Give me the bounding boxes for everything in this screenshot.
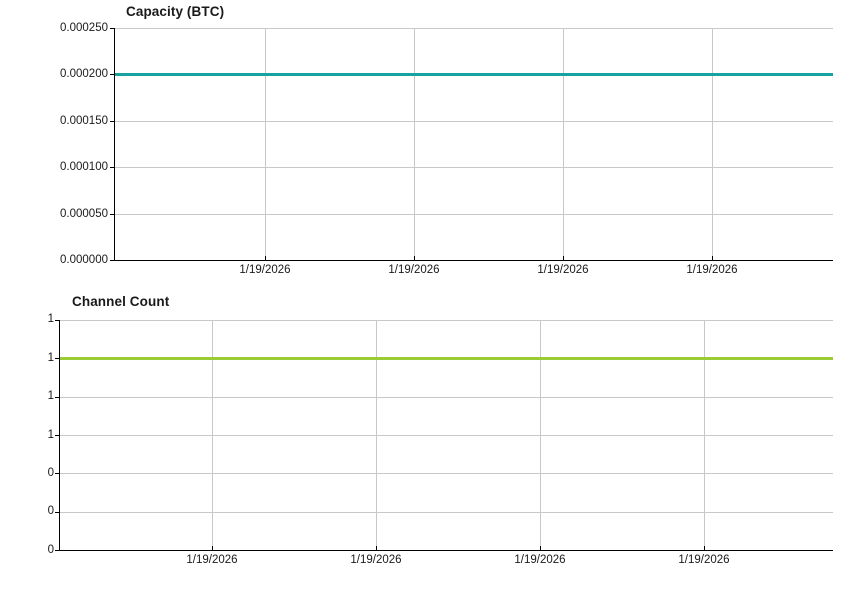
capacity-chart-title: Capacity (BTC) [126, 4, 225, 19]
channel-count-gridline-h [60, 320, 833, 321]
capacity-y-tick [110, 167, 115, 168]
channel-count-gridline-h [60, 512, 833, 513]
capacity-y-tick [110, 74, 115, 75]
channel-count-x-tick [704, 546, 705, 551]
channel-count-x-tick-label: 1/19/2026 [186, 554, 238, 566]
capacity-gridline-h [115, 28, 833, 29]
channel-count-y-tick-label: 1 [47, 390, 54, 402]
channel-count-gridline-h [60, 473, 833, 474]
capacity-y-tick [110, 214, 115, 215]
channel-count-y-tick [55, 473, 60, 474]
channel-count-y-tick-label: 1 [47, 313, 54, 325]
channel-count-y-tick [55, 358, 60, 359]
capacity-x-tick [712, 256, 713, 261]
capacity-x-axis-line [114, 260, 833, 261]
capacity-y-tick-label: 0.000050 [60, 208, 108, 220]
channel-count-y-tick-label: 1 [47, 352, 54, 364]
channel-count-x-tick-label: 1/19/2026 [678, 554, 730, 566]
capacity-y-tick-label: 0.000150 [60, 115, 108, 127]
channel-count-gridline-v [540, 320, 541, 550]
channel-count-gridline-h [60, 397, 833, 398]
capacity-gridline-v [265, 28, 266, 260]
capacity-series-line [115, 73, 833, 76]
channel-count-y-tick-label: 0 [47, 544, 54, 556]
capacity-x-tick-label: 1/19/2026 [686, 264, 738, 276]
capacity-gridline-h [115, 121, 833, 122]
capacity-x-tick [563, 256, 564, 261]
channel-count-y-tick-label: 0 [47, 467, 54, 479]
capacity-plot-area [110, 28, 833, 261]
channel-count-plot-area [55, 320, 833, 551]
channel-count-x-tick [212, 546, 213, 551]
capacity-y-tick [110, 260, 115, 261]
channel-count-y-tick-label: 1 [47, 429, 54, 441]
capacity-x-tick-label: 1/19/2026 [537, 264, 589, 276]
channel-count-y-tick [55, 435, 60, 436]
channel-count-x-tick-label: 1/19/2026 [514, 554, 566, 566]
channel-count-x-tick-label: 1/19/2026 [350, 554, 402, 566]
capacity-y-tick-label: 0.000250 [60, 22, 108, 34]
capacity-y-tick-label: 0.000200 [60, 68, 108, 80]
capacity-x-tick-label: 1/19/2026 [388, 264, 440, 276]
capacity-y-axis-line [114, 28, 115, 261]
capacity-x-tick [414, 256, 415, 261]
channel-count-x-tick [376, 546, 377, 551]
capacity-gridline-h [115, 167, 833, 168]
capacity-y-tick-label: 0.000100 [60, 161, 108, 173]
channel-count-x-tick [540, 546, 541, 551]
channel-count-gridline-h [60, 435, 833, 436]
channel-count-chart-panel: Channel Count 1 1 1 1 0 0 0 1/19/2026 1/… [0, 292, 860, 600]
channel-count-gridline-v [704, 320, 705, 550]
channel-count-gridline-v [212, 320, 213, 550]
capacity-gridline-v [563, 28, 564, 260]
channel-count-y-tick [55, 320, 60, 321]
capacity-chart-panel: Capacity (BTC) 0.000250 0.000200 0.00015… [0, 0, 860, 292]
capacity-x-tick [265, 256, 266, 261]
channel-count-y-tick-label: 0 [47, 505, 54, 517]
channel-count-series-line [60, 357, 833, 360]
channel-count-y-tick [55, 512, 60, 513]
channel-count-y-tick [55, 397, 60, 398]
capacity-x-tick-label: 1/19/2026 [239, 264, 291, 276]
channel-count-y-tick [55, 550, 60, 551]
capacity-gridline-v [414, 28, 415, 260]
capacity-y-tick [110, 121, 115, 122]
channel-count-chart-title: Channel Count [72, 294, 170, 309]
channel-count-x-axis-line [59, 550, 833, 551]
capacity-y-tick [110, 28, 115, 29]
capacity-gridline-v [712, 28, 713, 260]
channel-count-gridline-v [376, 320, 377, 550]
capacity-y-tick-label: 0.000000 [60, 254, 108, 266]
capacity-gridline-h [115, 214, 833, 215]
